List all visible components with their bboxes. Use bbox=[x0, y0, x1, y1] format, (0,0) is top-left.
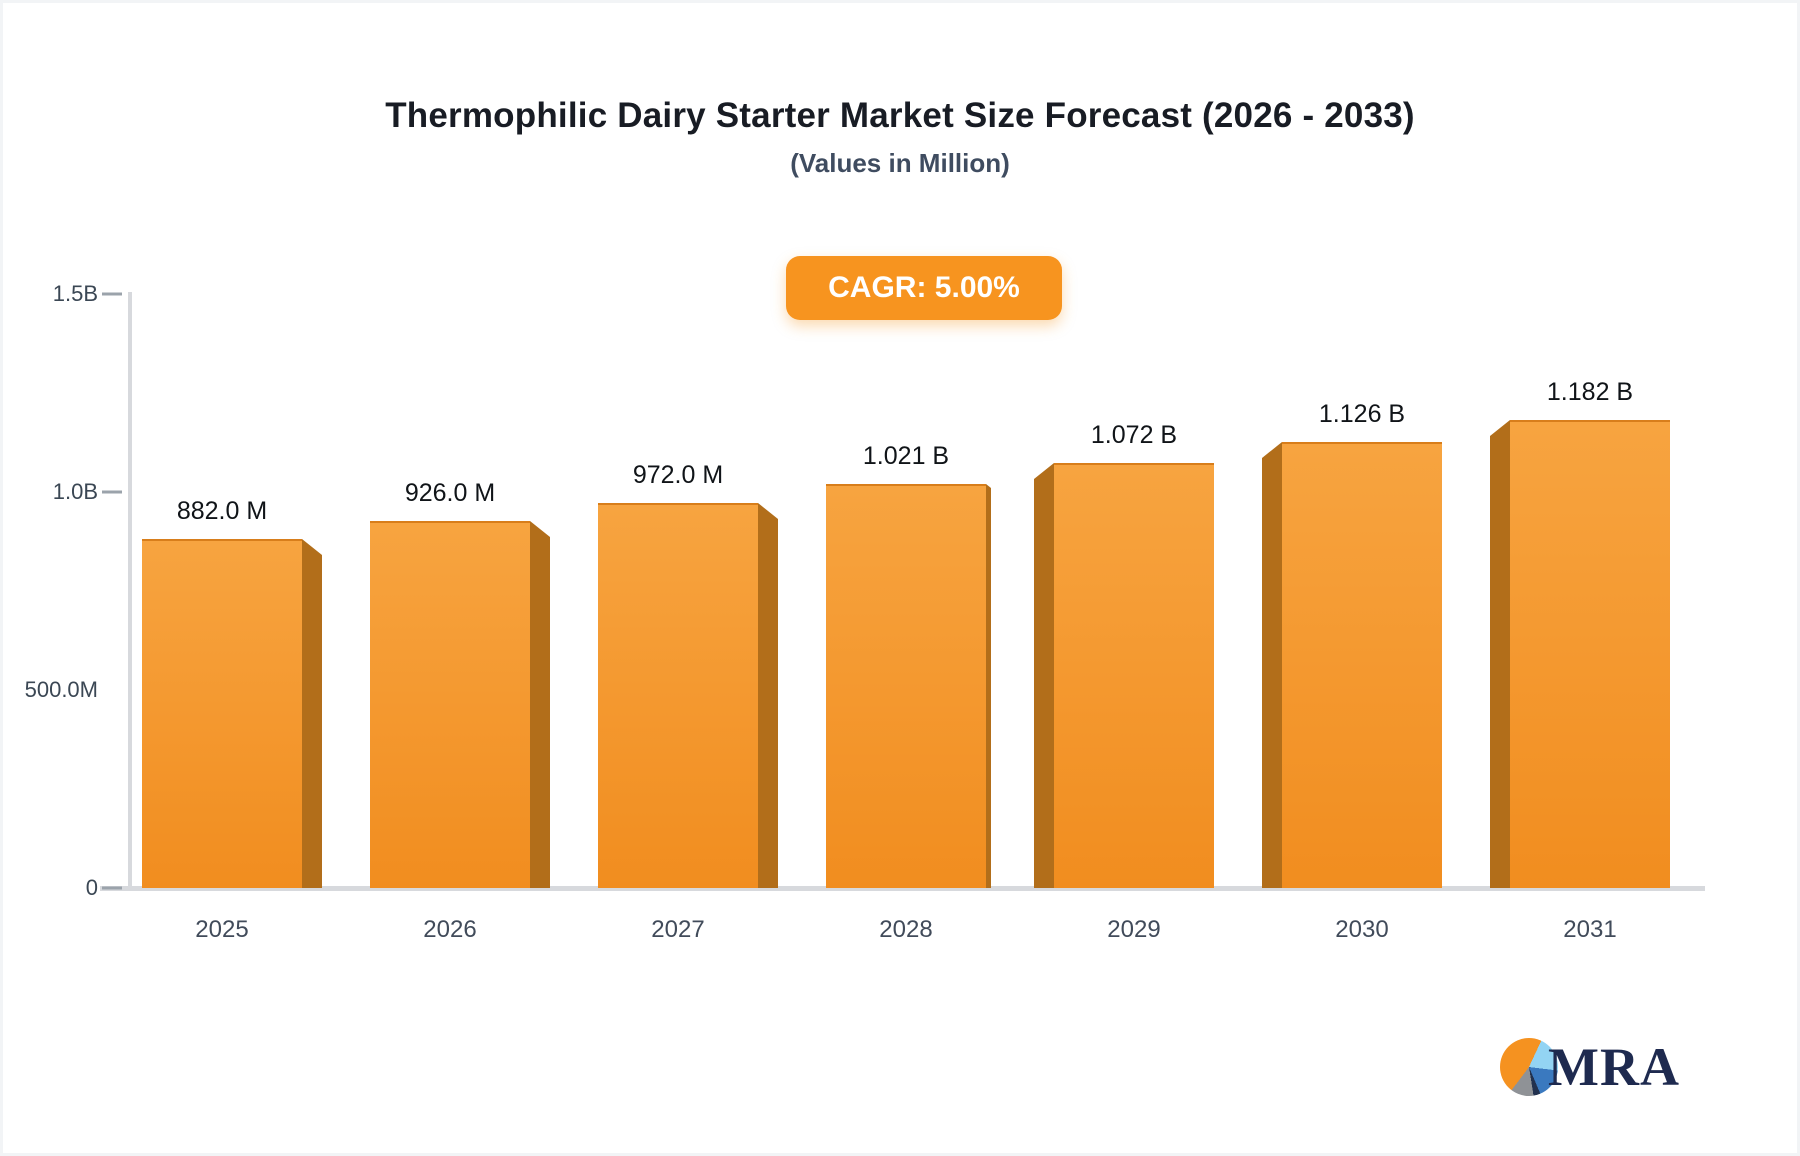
x-axis-label-2028: 2028 bbox=[879, 916, 933, 943]
bar-2030[interactable] bbox=[1282, 442, 1442, 888]
x-axis-label-2026: 2026 bbox=[423, 916, 477, 943]
y-axis-line bbox=[128, 292, 132, 888]
y-tick-label: 500.0M bbox=[24, 677, 98, 702]
y-tick-label: 0 bbox=[85, 875, 98, 900]
bar-side-2026 bbox=[530, 521, 550, 888]
bar-value-label-2031: 1.182 B bbox=[1546, 378, 1634, 406]
y-tick-label: 1.0B bbox=[52, 479, 98, 504]
bar-value-label-2027: 972.0 M bbox=[632, 461, 724, 489]
y-tick-dash bbox=[102, 886, 122, 890]
bar-2026[interactable] bbox=[370, 521, 530, 888]
x-axis-label-2029: 2029 bbox=[1107, 916, 1161, 943]
logo: MRA bbox=[1500, 1036, 1680, 1098]
bar-side-2029 bbox=[1034, 463, 1054, 888]
bar-value-label-2029: 1.072 B bbox=[1090, 421, 1178, 449]
x-axis-label-2025: 2025 bbox=[195, 916, 249, 943]
chart-subtitle: (Values in Million) bbox=[790, 148, 1010, 178]
bar-side-2031 bbox=[1490, 420, 1510, 888]
bar-value-label-2030: 1.126 B bbox=[1318, 400, 1406, 428]
y-tick-dash bbox=[102, 490, 122, 494]
bar-value-label-2026: 926.0 M bbox=[404, 479, 496, 507]
bar-2027[interactable] bbox=[598, 503, 758, 888]
bar-2028[interactable] bbox=[826, 484, 986, 888]
bar-2025[interactable] bbox=[142, 539, 302, 888]
pie-chart-logo-icon bbox=[1500, 1038, 1558, 1096]
bar-side-2025 bbox=[302, 539, 322, 888]
x-axis-label-2027: 2027 bbox=[651, 916, 705, 943]
bar-side-2030 bbox=[1262, 442, 1282, 888]
bar-side-2028 bbox=[986, 484, 991, 888]
bar-2029[interactable] bbox=[1054, 463, 1214, 888]
x-axis-label-2030: 2030 bbox=[1335, 916, 1389, 943]
y-tick-label: 1.5B bbox=[52, 281, 98, 306]
bar-value-label-2028: 1.021 B bbox=[862, 442, 950, 470]
bar-value-label-2025: 882.0 M bbox=[176, 497, 268, 525]
x-axis-line bbox=[100, 886, 1705, 891]
bar-2031[interactable] bbox=[1510, 420, 1670, 888]
cagr-badge: CAGR: 5.00% bbox=[786, 256, 1062, 320]
x-axis-label-2031: 2031 bbox=[1563, 916, 1617, 943]
bar-side-2027 bbox=[758, 503, 778, 888]
logo-text: MRA bbox=[1548, 1037, 1680, 1097]
chart-title: Thermophilic Dairy Starter Market Size F… bbox=[385, 96, 1415, 135]
y-tick-dash bbox=[102, 292, 122, 296]
